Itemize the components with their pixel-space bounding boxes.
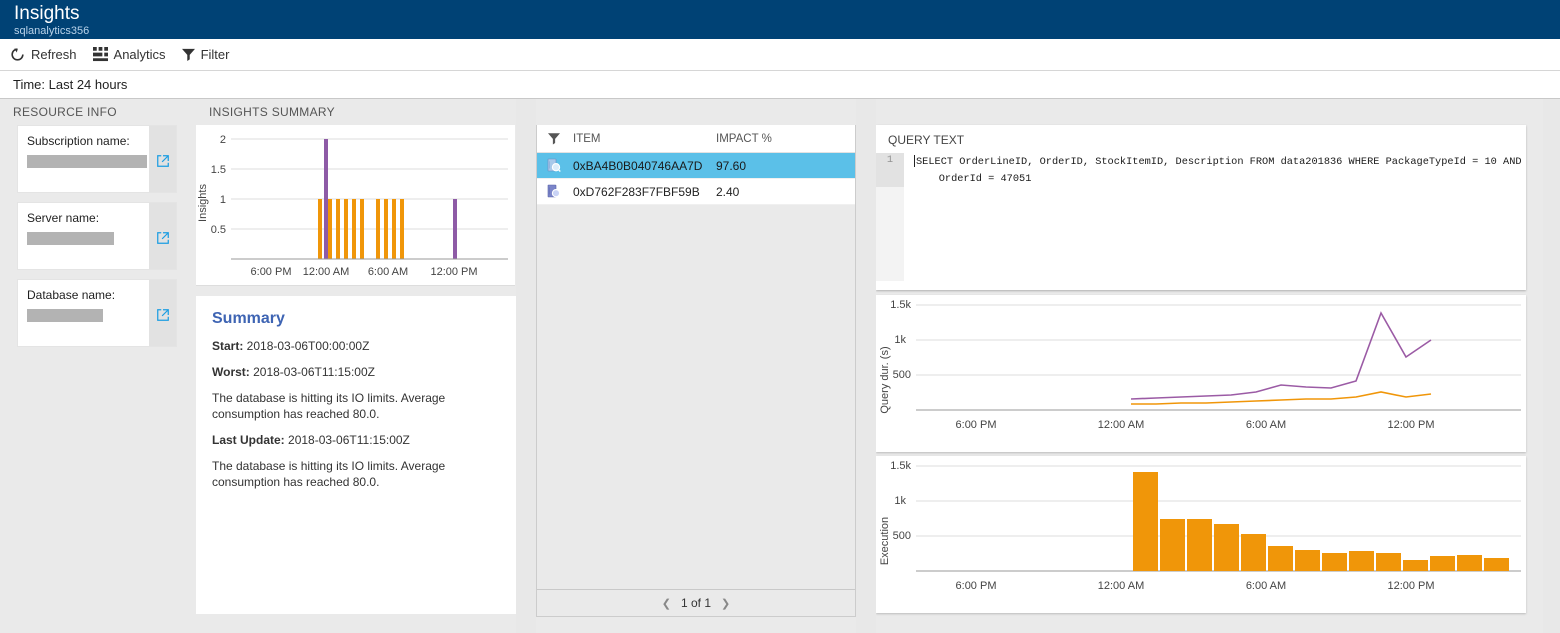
svg-text:500: 500 [893, 530, 911, 542]
svg-text:0.5: 0.5 [211, 224, 226, 236]
svg-text:1: 1 [220, 194, 226, 206]
svg-text:1k: 1k [894, 334, 906, 346]
svg-text:1.5: 1.5 [211, 164, 226, 176]
svg-text:6:00 PM: 6:00 PM [251, 266, 292, 278]
svg-text:6:00 PM: 6:00 PM [956, 580, 997, 592]
svg-text:6:00 AM: 6:00 AM [1246, 419, 1286, 431]
svg-text:500: 500 [893, 369, 911, 381]
svg-text:2: 2 [220, 134, 226, 146]
svg-text:1.5k: 1.5k [890, 460, 911, 472]
svg-text:6:00 AM: 6:00 AM [1246, 580, 1286, 592]
svg-text:Insights: Insights [197, 184, 209, 222]
svg-text:Execution: Execution [879, 517, 891, 565]
svg-text:12:00 AM: 12:00 AM [1098, 419, 1144, 431]
svg-text:1k: 1k [894, 495, 906, 507]
svg-text:12:00 PM: 12:00 PM [430, 266, 477, 278]
svg-text:12:00 AM: 12:00 AM [1098, 580, 1144, 592]
svg-text:12:00 PM: 12:00 PM [1387, 580, 1434, 592]
svg-text:Query dur. (s): Query dur. (s) [879, 346, 891, 413]
svg-text:6:00 AM: 6:00 AM [368, 266, 408, 278]
svg-text:6:00 PM: 6:00 PM [956, 419, 997, 431]
svg-text:1.5k: 1.5k [890, 299, 911, 311]
svg-text:12:00 AM: 12:00 AM [303, 266, 349, 278]
svg-text:12:00 PM: 12:00 PM [1387, 419, 1434, 431]
